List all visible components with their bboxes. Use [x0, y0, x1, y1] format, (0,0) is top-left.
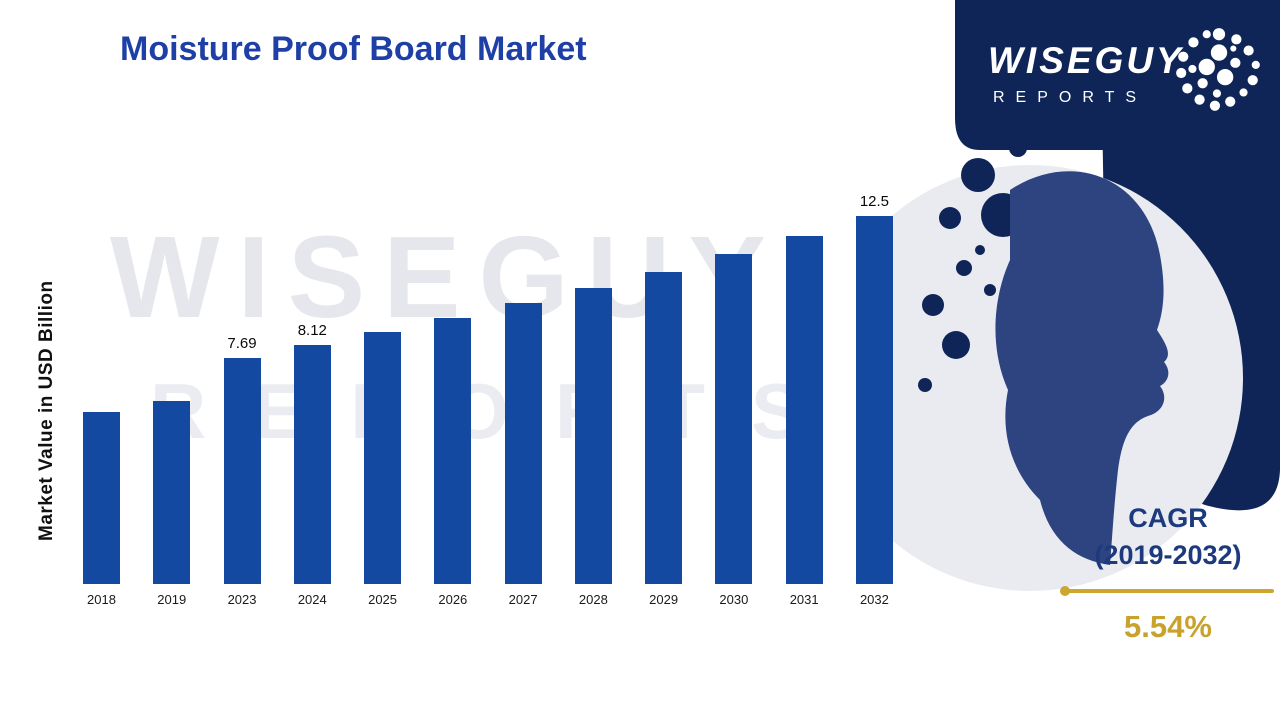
bar-column: 7.69 2023: [223, 192, 261, 608]
bar: [434, 318, 472, 584]
x-axis-label: 2032: [859, 592, 889, 607]
cagr-range: (2019-2032): [1094, 540, 1242, 570]
logo: WISEGUY REPORTS: [988, 40, 1184, 107]
x-axis-label: 2023: [227, 592, 257, 607]
x-axis-label: 2024: [297, 592, 327, 607]
bar: [293, 345, 331, 584]
x-axis-label: 2025: [368, 592, 398, 607]
bar: [83, 412, 120, 584]
x-axis-label: 2018: [87, 592, 116, 607]
bar-column: 12.5 2032: [855, 192, 893, 608]
bar-value-label: 7.69: [227, 335, 257, 352]
bar: [855, 216, 893, 584]
bar-column: 2031: [785, 192, 823, 608]
bar-column: 2028: [574, 192, 612, 608]
bar-column: 2030: [715, 192, 753, 608]
bar-column: 2018: [83, 192, 120, 608]
x-axis-label: 2030: [719, 592, 749, 607]
bar: [715, 254, 753, 584]
bar-column: 2025: [364, 192, 402, 608]
bar: [153, 401, 191, 584]
bar-column: 2027: [504, 192, 542, 608]
cagr-label: CAGR: [1128, 503, 1208, 533]
x-axis-label: 2019: [157, 592, 187, 607]
bar-column: 2029: [645, 192, 683, 608]
bar: [364, 332, 402, 584]
bar: [645, 272, 683, 584]
bar-chart: 2018 2019 7.69 2023 8.12 2024 2025 2026 2027 2028…: [83, 192, 893, 608]
cagr-value: 5.54%: [1124, 609, 1212, 644]
x-axis-label: 2031: [789, 592, 819, 607]
cagr-block: CAGR (2019-2032) 5.54%: [1060, 503, 1274, 645]
bar: [574, 288, 612, 584]
bar-column: 2019: [153, 192, 191, 608]
decorative-face-graphic: [860, 0, 1280, 591]
bar-column: 2026: [434, 192, 472, 608]
x-axis-label: 2027: [508, 592, 538, 607]
page-title: Moisture Proof Board Market: [120, 30, 587, 68]
x-axis-label: 2029: [649, 592, 679, 607]
logo-wordmark: WISEGUY: [988, 40, 1184, 81]
dotted-face-icon: [1176, 28, 1260, 111]
bar: [504, 303, 542, 584]
x-axis-label: 2026: [438, 592, 468, 607]
y-axis-title: Market Value in USD Billion: [36, 280, 57, 541]
bar: [223, 358, 261, 584]
logo-subtitle: REPORTS: [993, 89, 1148, 106]
bar-column: 8.12 2024: [293, 192, 331, 608]
divider-dot-icon: [1060, 586, 1070, 596]
bar-value-label: 8.12: [297, 322, 327, 339]
face-silhouette: [995, 171, 1169, 565]
bar-value-label: 12.5: [859, 193, 890, 210]
cagr-divider: [1060, 586, 1274, 596]
x-axis-label: 2028: [578, 592, 608, 607]
bar: [785, 236, 823, 584]
